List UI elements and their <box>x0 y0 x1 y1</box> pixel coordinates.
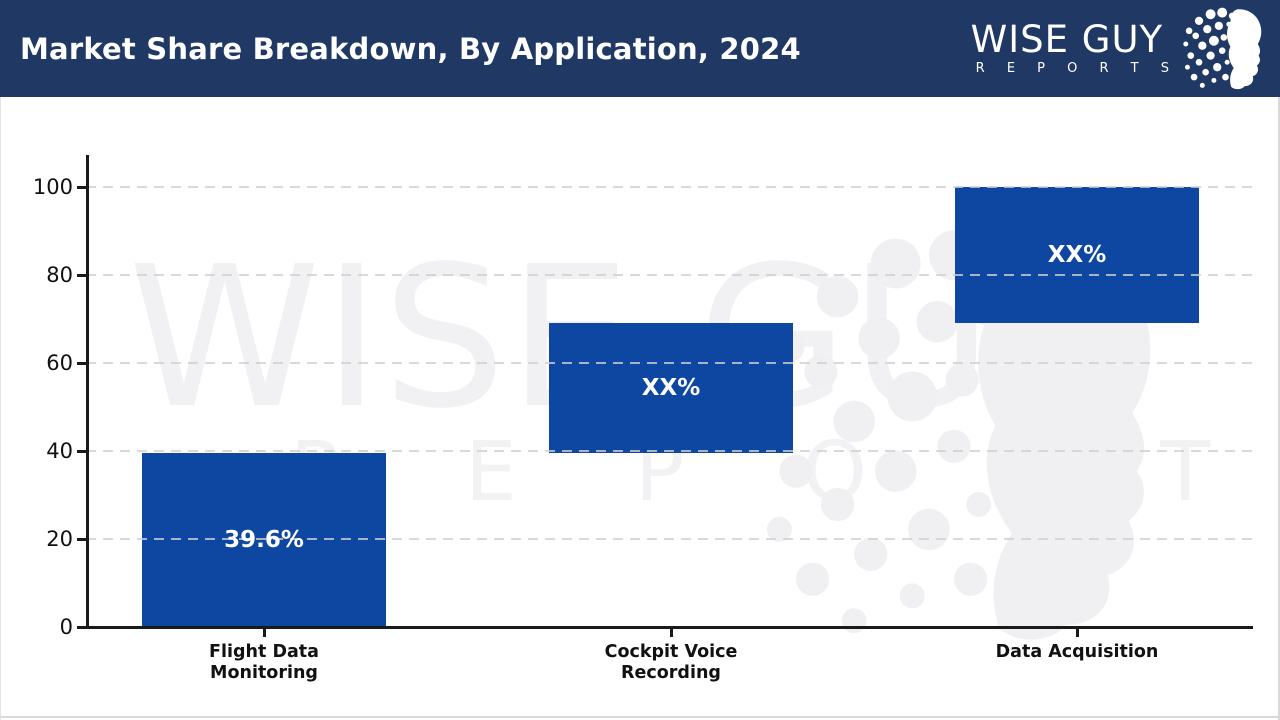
bar-value-label: 39.6% <box>224 526 304 553</box>
x-axis-label: Data Acquisition <box>996 642 1159 663</box>
y-axis-tick-label: 80 <box>46 263 73 287</box>
logo-subtext: R E P O R T S <box>975 61 1178 76</box>
gridline <box>86 538 1253 540</box>
y-axis-tick <box>77 450 86 453</box>
y-axis-tick-label: 60 <box>46 351 73 375</box>
bar-segment <box>549 322 793 453</box>
y-axis-tick <box>77 538 86 541</box>
gridline <box>86 450 1253 452</box>
y-axis-tick <box>77 186 86 189</box>
x-axis-label-line: Data Acquisition <box>995 642 1159 662</box>
y-axis-tick-label: 20 <box>46 527 73 551</box>
wiseguy-face-icon <box>1183 7 1262 89</box>
x-axis-label: Flight Data Monitoring <box>209 642 319 684</box>
x-axis-label: Cockpit Voice Recording <box>605 642 738 684</box>
x-axis-spine <box>86 626 1253 629</box>
x-axis-tick <box>670 629 673 637</box>
left-border-line <box>0 97 1 720</box>
logo-wordmark: WISE GUY <box>970 18 1164 61</box>
gridline <box>86 274 1253 276</box>
x-axis-label-line: Monitoring <box>210 663 318 683</box>
logo-text: WISE GUY R E P O R T S <box>971 21 1178 76</box>
right-border-line <box>1278 97 1280 720</box>
x-axis-tick <box>263 629 266 637</box>
gridline <box>86 186 1253 188</box>
x-axis-tick <box>1076 629 1079 637</box>
y-axis-tick-label: 0 <box>59 615 73 639</box>
bar-value-label: XX% <box>641 374 701 401</box>
y-axis-tick <box>77 626 86 629</box>
header: Market Share Breakdown, By Application, … <box>0 0 1280 97</box>
y-axis-tick <box>77 362 86 365</box>
page-title: Market Share Breakdown, By Application, … <box>20 31 801 66</box>
y-axis-tick <box>77 274 86 277</box>
bar-value-label: XX% <box>1047 241 1107 268</box>
y-axis-tick-label: 40 <box>46 439 73 463</box>
wiseguy-logo: WISE GUY R E P O R T S <box>971 6 1266 92</box>
gridline <box>86 362 1253 364</box>
x-axis-label-line: Recording <box>621 663 721 683</box>
y-axis-spine <box>86 155 89 629</box>
x-axis-label-line: Flight Data <box>209 642 319 662</box>
bottom-border-line <box>0 716 1280 718</box>
y-axis-tick-label: 100 <box>32 175 73 199</box>
x-axis-label-line: Cockpit Voice <box>604 642 738 662</box>
